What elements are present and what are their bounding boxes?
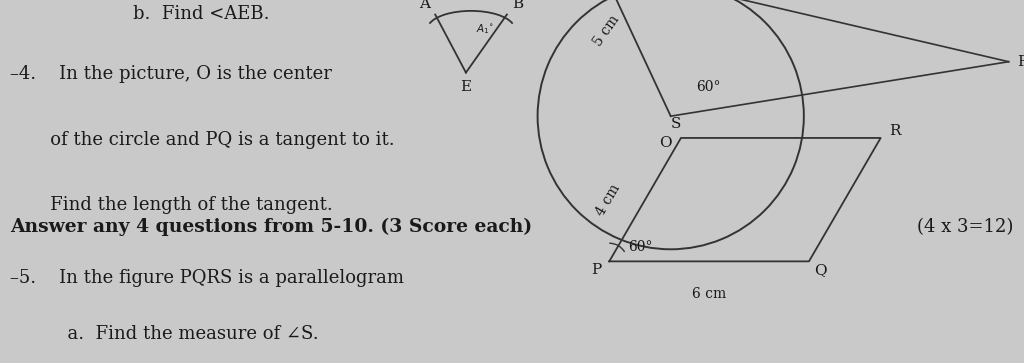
Text: Find the length of the tangent.: Find the length of the tangent. bbox=[10, 196, 333, 214]
Text: P: P bbox=[591, 263, 601, 277]
Text: a.  Find the measure of ∠S.: a. Find the measure of ∠S. bbox=[10, 325, 318, 343]
Text: 5 cm: 5 cm bbox=[591, 12, 623, 49]
Text: 60°: 60° bbox=[696, 80, 721, 94]
Text: (4 x 3=12): (4 x 3=12) bbox=[918, 218, 1014, 236]
Text: O: O bbox=[659, 136, 672, 150]
Text: 6 cm: 6 cm bbox=[692, 287, 726, 301]
Text: P: P bbox=[1017, 55, 1024, 69]
Text: b.  Find <AEB.: b. Find <AEB. bbox=[133, 5, 269, 24]
Text: $A_1{}^{\circ}$: $A_1{}^{\circ}$ bbox=[476, 22, 495, 36]
Text: of the circle and PQ is a tangent to it.: of the circle and PQ is a tangent to it. bbox=[10, 131, 395, 149]
Text: S: S bbox=[671, 117, 681, 131]
Text: Q: Q bbox=[814, 263, 826, 277]
Text: –5.    In the figure PQRS is a parallelogram: –5. In the figure PQRS is a parallelogra… bbox=[10, 269, 404, 287]
Text: B: B bbox=[512, 0, 523, 11]
Text: E: E bbox=[461, 80, 471, 94]
Text: 60°: 60° bbox=[628, 240, 652, 254]
Text: –4.    In the picture, O is the center: –4. In the picture, O is the center bbox=[10, 65, 332, 83]
Text: 4 cm: 4 cm bbox=[593, 181, 623, 218]
Text: Answer any 4 questions from 5-10. (3 Score each): Answer any 4 questions from 5-10. (3 Sco… bbox=[10, 218, 532, 236]
Text: A: A bbox=[419, 0, 430, 11]
Text: R: R bbox=[889, 124, 900, 138]
